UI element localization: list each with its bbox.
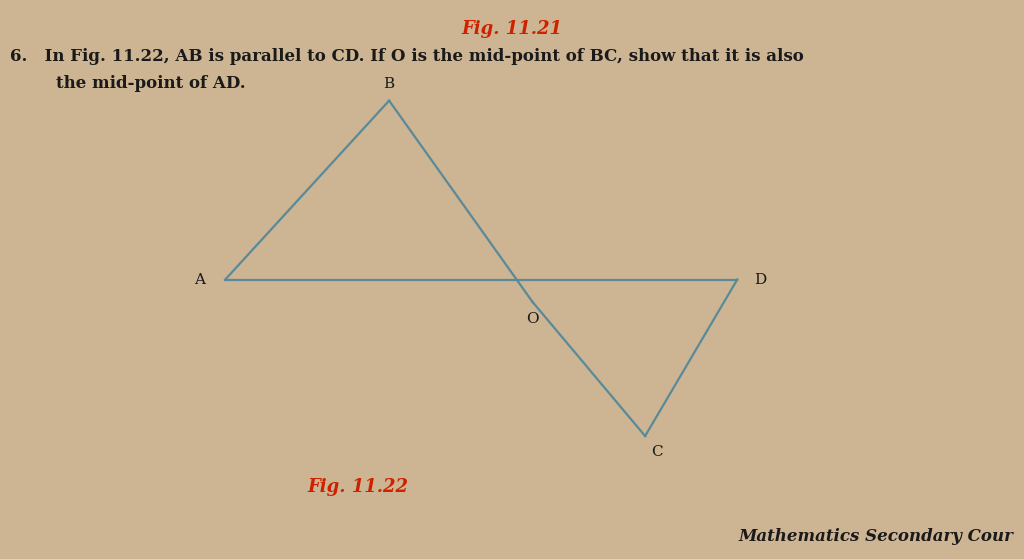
Text: Fig. 11.21: Fig. 11.21 [462, 20, 562, 37]
Text: the mid-point of AD.: the mid-point of AD. [56, 75, 246, 92]
Text: Mathematics Secondary Cour: Mathematics Secondary Cour [739, 528, 1014, 545]
Text: D: D [754, 272, 766, 287]
Text: O: O [526, 311, 539, 326]
Text: B: B [384, 77, 394, 91]
Text: Fig. 11.22: Fig. 11.22 [308, 478, 409, 496]
Text: C: C [651, 444, 664, 459]
Text: 6.   In Fig. 11.22, AB is parallel to CD. If O is the mid-point of BC, show that: 6. In Fig. 11.22, AB is parallel to CD. … [10, 48, 804, 64]
Text: A: A [195, 272, 205, 287]
